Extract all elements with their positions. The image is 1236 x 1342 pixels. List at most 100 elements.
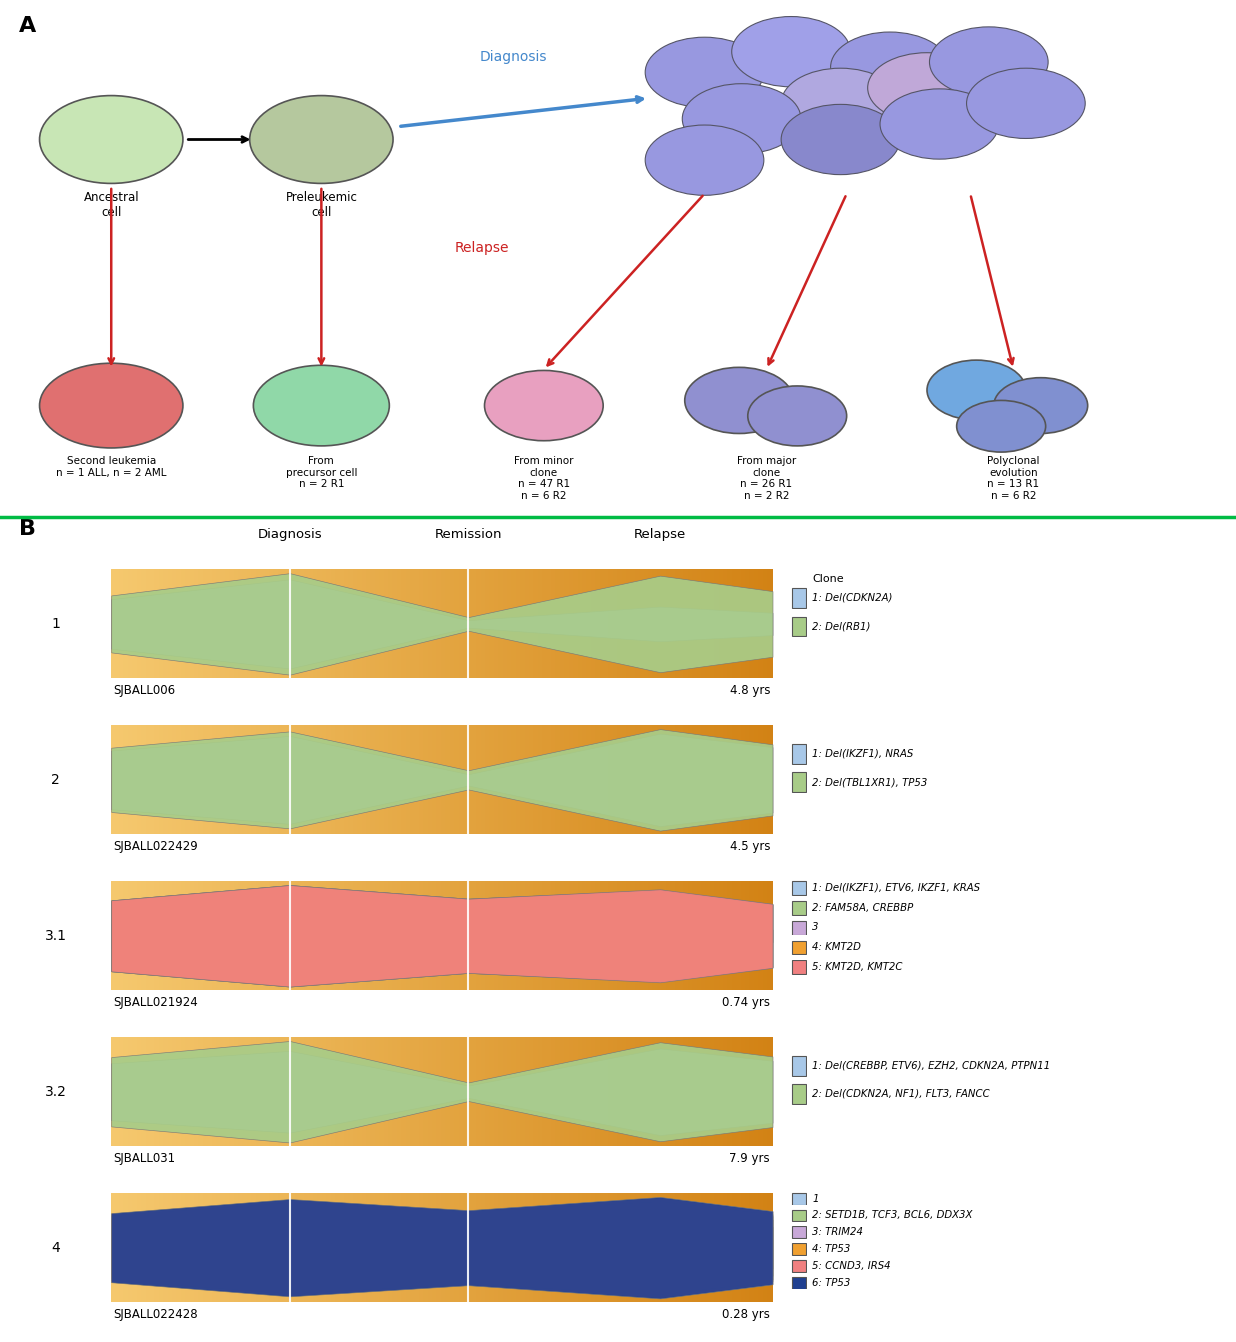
Bar — [353, 725, 360, 835]
Text: Clone: Clone — [812, 574, 844, 585]
Bar — [455, 882, 461, 990]
Bar — [517, 569, 523, 679]
Bar — [513, 569, 518, 679]
Bar — [376, 882, 382, 990]
Bar — [477, 725, 483, 835]
Bar — [697, 569, 703, 679]
Bar — [129, 1193, 135, 1302]
Bar — [252, 882, 258, 990]
Bar — [429, 1193, 434, 1302]
Bar — [125, 1193, 130, 1302]
Bar — [358, 1037, 363, 1146]
Bar — [156, 1193, 161, 1302]
Bar — [513, 1037, 518, 1146]
Bar — [486, 1037, 492, 1146]
Bar — [433, 1193, 439, 1302]
Bar — [609, 1037, 616, 1146]
Text: SJBALL031: SJBALL031 — [114, 1151, 176, 1165]
Bar — [702, 1037, 708, 1146]
Bar — [362, 882, 368, 990]
Bar — [716, 725, 721, 835]
Bar — [719, 569, 726, 679]
Text: 1: Del(IKZF1), ETV6, IKZF1, KRAS: 1: Del(IKZF1), ETV6, IKZF1, KRAS — [812, 883, 980, 892]
Bar — [314, 1193, 320, 1302]
Bar — [742, 1037, 748, 1146]
Bar — [583, 725, 588, 835]
Bar — [328, 1193, 332, 1302]
Bar — [309, 882, 315, 990]
Bar — [350, 1037, 355, 1146]
Bar — [658, 1193, 664, 1302]
Bar — [522, 1037, 527, 1146]
Bar — [517, 882, 523, 990]
Bar — [627, 725, 633, 835]
Bar — [592, 725, 597, 835]
Bar — [561, 725, 566, 835]
Bar — [623, 569, 628, 679]
Bar — [578, 882, 585, 990]
Text: 3: 3 — [812, 922, 818, 933]
Bar — [654, 569, 659, 679]
Bar — [707, 1037, 712, 1146]
Bar — [468, 1193, 475, 1302]
Bar — [159, 725, 166, 835]
Ellipse shape — [781, 105, 900, 174]
Bar — [412, 1193, 417, 1302]
Bar — [292, 569, 298, 679]
Bar — [513, 725, 518, 835]
Bar — [442, 725, 447, 835]
Text: Polyclonal
evolution
n = 13 R1
n = 6 R2: Polyclonal evolution n = 13 R1 n = 6 R2 — [988, 456, 1039, 501]
Bar — [328, 882, 332, 990]
Bar — [239, 882, 245, 990]
Bar — [711, 569, 717, 679]
Bar — [208, 1193, 214, 1302]
Bar — [297, 569, 302, 679]
Bar — [460, 725, 465, 835]
Bar — [596, 569, 602, 679]
Bar — [164, 569, 169, 679]
Text: Relapse: Relapse — [455, 242, 509, 255]
Bar — [764, 1037, 770, 1146]
Bar — [274, 569, 281, 679]
Bar — [381, 569, 386, 679]
Ellipse shape — [682, 83, 801, 154]
Bar — [574, 1193, 580, 1302]
Ellipse shape — [929, 27, 1048, 97]
Bar — [733, 882, 739, 990]
Bar — [142, 1193, 148, 1302]
Bar — [195, 569, 200, 679]
Bar — [455, 569, 461, 679]
Bar — [486, 725, 492, 835]
Bar — [142, 569, 148, 679]
Bar — [561, 1193, 566, 1302]
Bar — [182, 882, 188, 990]
Bar — [680, 882, 686, 990]
Bar — [468, 725, 475, 835]
Bar — [331, 1193, 337, 1302]
Bar — [525, 725, 531, 835]
Bar — [697, 882, 703, 990]
Bar — [578, 1193, 585, 1302]
Bar — [243, 1193, 250, 1302]
Ellipse shape — [868, 52, 986, 123]
Text: 1: Del(CDKN2A): 1: Del(CDKN2A) — [812, 593, 892, 603]
Bar — [358, 882, 363, 990]
Bar — [116, 882, 121, 990]
Bar — [331, 1037, 337, 1146]
Bar — [508, 1193, 514, 1302]
Bar — [129, 725, 135, 835]
Bar — [381, 882, 386, 990]
Bar — [125, 1037, 130, 1146]
Bar — [455, 1193, 461, 1302]
Bar — [266, 1193, 271, 1302]
Bar — [446, 725, 452, 835]
Bar — [288, 882, 293, 990]
Bar — [623, 1037, 628, 1146]
Bar — [389, 725, 394, 835]
Ellipse shape — [831, 32, 949, 102]
Text: 6: TP53: 6: TP53 — [812, 1278, 850, 1287]
Bar — [292, 725, 298, 835]
Bar — [261, 725, 267, 835]
Bar — [402, 569, 408, 679]
Bar — [499, 1193, 506, 1302]
